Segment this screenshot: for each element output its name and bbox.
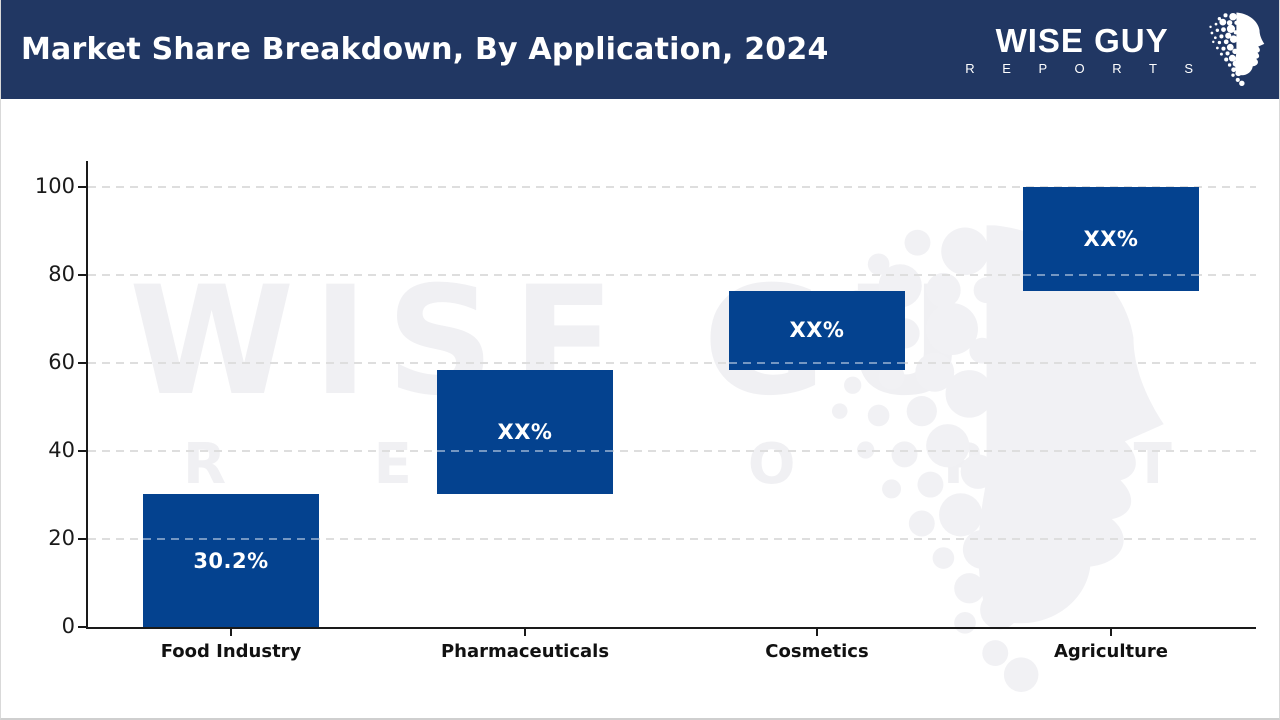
x-axis-category-label: Food Industry <box>160 641 302 662</box>
x-axis-category-label: Agriculture <box>1053 641 1169 662</box>
y-tick-mark <box>78 186 86 188</box>
header-bar: Market Share Breakdown, By Application, … <box>1 0 1279 99</box>
bar-cosmetics: XX% <box>729 290 905 371</box>
gridline-80 <box>88 274 1256 276</box>
bar-value-label: 30.2% <box>193 548 269 573</box>
gridline-100 <box>88 186 1256 188</box>
bar-pharmaceuticals: XX% <box>437 370 613 495</box>
y-axis-tick-label: 40 <box>48 438 75 462</box>
gridline-20 <box>88 538 1256 540</box>
y-axis-tick-label: 20 <box>48 526 75 550</box>
bar-value-label: XX% <box>1083 226 1139 251</box>
y-axis-tick-label: 80 <box>48 262 75 286</box>
x-axis-category-label: Cosmetics <box>765 641 869 662</box>
x-tick-mark <box>524 629 526 636</box>
y-axis-tick-label: 0 <box>61 614 75 638</box>
wiseguy-logo-text: WISE GUY R E P O R T S <box>959 24 1205 76</box>
y-tick-mark <box>78 626 86 628</box>
chart-area: WISE GUY R E P O R T S 02040608010030.2%… <box>1 99 1279 718</box>
bar-value-label: XX% <box>497 420 553 445</box>
bar-value-label: XX% <box>789 318 845 343</box>
y-tick-mark <box>78 450 86 452</box>
x-axis-category-label: Pharmaceuticals <box>440 641 610 662</box>
x-tick-mark <box>1110 629 1112 636</box>
page-title: Market Share Breakdown, By Application, … <box>21 32 829 67</box>
x-tick-mark <box>816 629 818 636</box>
y-axis-tick-label: 60 <box>48 350 75 374</box>
y-axis-line <box>86 161 88 629</box>
y-axis-tick-label: 100 <box>34 174 75 198</box>
wiseguy-logo: WISE GUY R E P O R T S <box>959 0 1267 99</box>
logo-brand-subtitle: R E P O R T S <box>965 60 1205 76</box>
y-tick-mark <box>78 362 86 364</box>
wiseguy-head-icon <box>1199 9 1267 91</box>
bar-agriculture: XX% <box>1023 187 1199 291</box>
gridline-over-bar <box>437 450 613 452</box>
gridline-over-bar <box>729 361 905 364</box>
gridline-over-bar <box>1023 274 1199 276</box>
logo-brand-name: WISE GUY <box>995 21 1169 59</box>
y-tick-mark <box>78 274 86 276</box>
gridline-40 <box>88 450 1256 452</box>
gridline-over-bar <box>143 537 319 540</box>
x-axis-line <box>86 627 1256 629</box>
gridline-60 <box>88 362 1256 364</box>
x-tick-mark <box>230 629 232 636</box>
y-tick-mark <box>78 538 86 540</box>
bar-food-industry: 30.2% <box>143 494 319 627</box>
